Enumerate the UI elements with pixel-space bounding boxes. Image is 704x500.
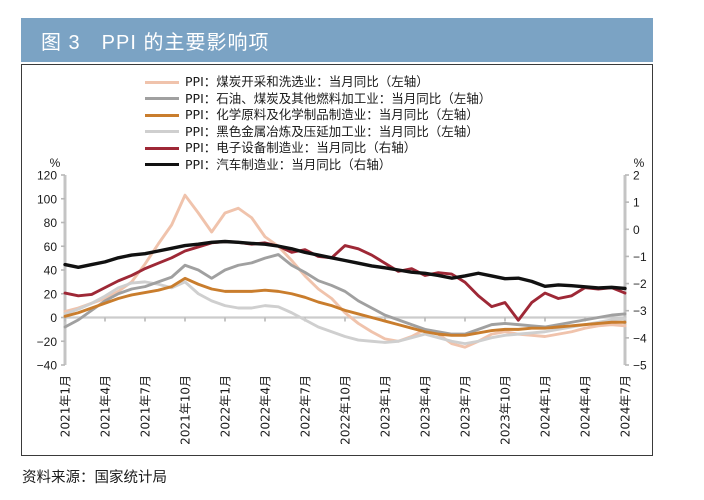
x-axis-tick-label: 2024年7月 [619,375,633,437]
legend-item-label: PPI：汽车制造业：当月同比（右轴） [185,156,392,172]
y-axis-right-tick-label: 0 [633,223,640,237]
y-axis-left-tick-label: −40 [37,359,58,373]
source-note: 资料来源：国家统计局 [22,470,167,486]
x-axis-tick-label: 2023年1月 [379,375,393,437]
x-axis-tick-label: 2021年4月 [99,375,113,437]
chart-legend: PPI：煤炭开采和洗选业：当月同比（左轴） PPI：石油、煤炭及其他燃料加工业：当… [145,74,565,173]
legend-item-label: PPI：石油、煤炭及其他燃料加工业：当月同比（左轴） [185,90,492,106]
legend-item-label: PPI：黑色金属冶炼及压延加工业：当月同比（左轴） [185,123,479,139]
x-axis-tick-label: 2022年1月 [219,375,233,437]
x-axis-tick-label: 2021年7月 [139,375,153,437]
y-axis-left-tick-label: 60 [44,240,58,254]
x-axis-tick-label: 2022年7月 [299,375,313,437]
series-line [63,280,627,346]
y-axis-left-tick-label: 80 [44,216,58,230]
y-axis-right-tick-label: 1 [633,196,640,210]
x-axis-tick-label: 2023年7月 [459,375,473,437]
x-axis-tick-label: 2024年1月 [539,375,553,437]
legend-swatch-line-icon [145,163,179,167]
page-title: 图 3 PPI 的主要影响项 [41,31,270,54]
legend-item[interactable]: PPI：煤炭开采和洗选业：当月同比（左轴） [145,74,565,91]
legend-item[interactable]: PPI：汽车制造业：当月同比（右轴） [145,157,565,174]
x-axis-tick-label: 2023年10月 [499,375,513,445]
series-line [63,276,627,337]
y-axis-left-unit-label: % [50,156,61,170]
series-line [63,239,627,291]
line-chart: −40 −20 0 20 40 60 80 100 120 −5 −4 −3 −2 −1 0 1 2% % 2021… [37,156,647,445]
y-axis-right-tick-label: −3 [633,304,647,318]
x-axis-tick-label: 2021年1月 [59,375,73,437]
legend-swatch-line-icon [145,80,179,84]
legend-item[interactable]: PPI：黑色金属冶炼及压延加工业：当月同比（左轴） [145,124,565,141]
x-axis-tick-label: 2024年4月 [579,375,593,437]
series-line [63,253,627,336]
y-axis-left-tick-label: −20 [37,335,58,349]
legend-item[interactable]: PPI：化学原料及化学制品制造业：当月同比（左轴） [145,107,565,124]
legend-swatch-line-icon [145,113,179,117]
y-axis-right-tick-label: −4 [633,331,647,345]
legend-item[interactable]: PPI：电子设备制造业：当月同比（右轴） [145,140,565,157]
legend-item-label: PPI：化学原料及化学制品制造业：当月同比（左轴） [185,107,479,122]
figure-title-bar: 图 3 PPI 的主要影响项 [21,18,653,62]
series-line [63,240,627,322]
y-axis-left-tick-label: 40 [44,264,58,278]
legend-swatch-line-icon [145,97,179,101]
y-axis-left-tick-label: 20 [44,287,58,301]
legend-item-label: PPI：煤炭开采和洗选业：当月同比（左轴） [185,74,429,89]
y-axis-right-tick-label: −2 [633,277,647,291]
x-axis-tick-label: 2021年10月 [179,375,193,445]
y-axis-right-tick-label: 2 [633,169,640,183]
y-axis-right-unit-label: % [634,156,645,170]
y-axis-left-tick-label: 100 [37,192,57,206]
y-axis-right-tick-label: −5 [633,359,647,373]
x-axis-tick-label: 2022年10月 [339,375,353,445]
x-axis-tick-label: 2023年4月 [419,375,433,437]
x-axis-tick-label: 2022年4月 [259,375,273,437]
plot-area: −40 −20 0 20 40 60 80 100 120 −5 −4 −3 −2 −1 0 1 2%% 2021… [21,64,653,456]
y-axis-left-tick-label: 0 [50,311,57,325]
legend-item[interactable]: PPI：石油、煤炭及其他燃料加工业：当月同比（左轴） [145,91,565,108]
series-line [63,193,627,349]
legend-item-label: PPI：电子设备制造业：当月同比（右轴） [185,140,417,155]
legend-swatch-line-icon [145,146,179,150]
legend-swatch-line-icon [145,130,179,134]
y-axis-left-tick-label: 120 [37,169,57,183]
y-axis-right-tick-label: −1 [633,250,647,264]
